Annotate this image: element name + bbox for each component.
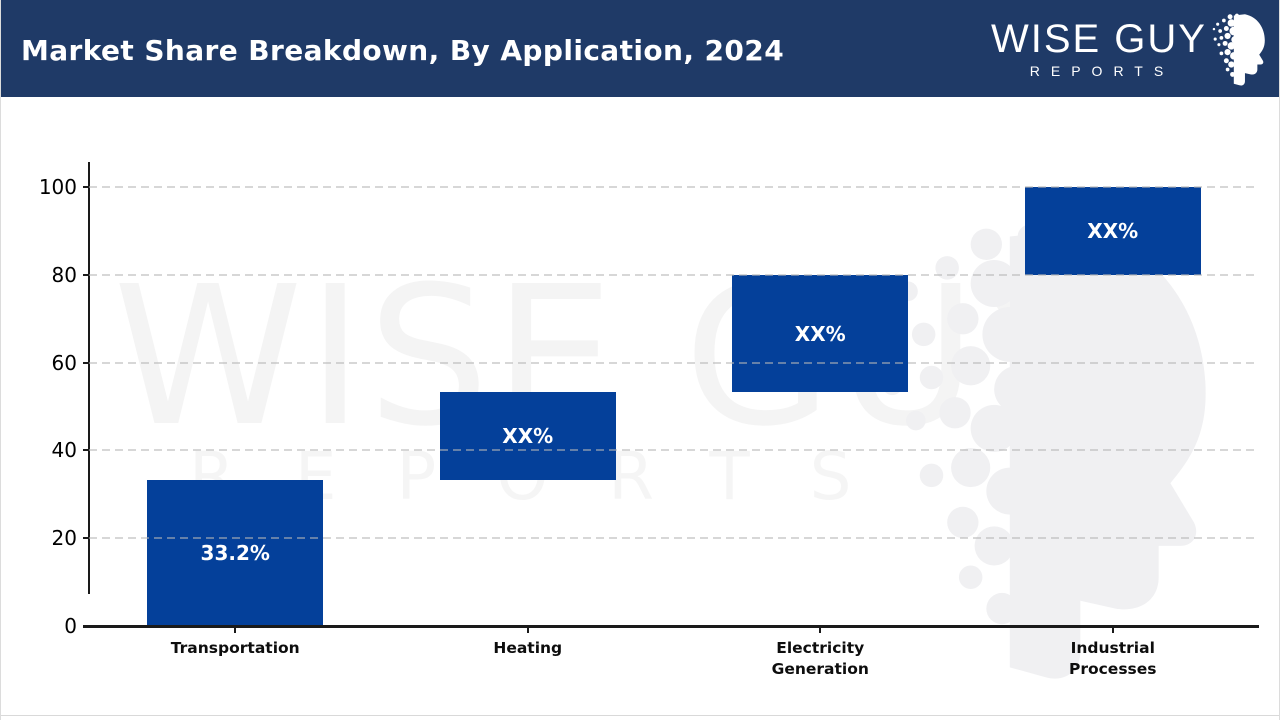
bar-transportation: 33.2% bbox=[147, 480, 324, 626]
x-category-label-line: Industrial bbox=[1070, 639, 1155, 657]
x-category-label: Transportation bbox=[115, 638, 355, 659]
x-category-label: Electricity Generation bbox=[700, 638, 940, 680]
bar-industrial-processes: XX% bbox=[1024, 187, 1201, 275]
x-category-label-line: Heating bbox=[493, 639, 563, 657]
y-tick-mark bbox=[83, 449, 89, 452]
wiseguy-reports-logo: WISE GUY REPORTS bbox=[991, 5, 1271, 93]
x-category-label-line: Processes bbox=[1068, 659, 1157, 678]
x-tick-mark bbox=[234, 628, 237, 633]
gridline-60 bbox=[89, 361, 1259, 364]
chart-title: Market Share Breakdown, By Application, … bbox=[21, 34, 785, 67]
y-tick-mark bbox=[83, 625, 89, 627]
x-axis-line bbox=[83, 625, 1259, 628]
bar-value-label: XX% bbox=[794, 321, 846, 346]
y-tick-mark bbox=[83, 273, 89, 276]
bottom-divider bbox=[1, 715, 1279, 716]
y-tick-label-40: 40 bbox=[51, 438, 77, 463]
header-bar: Market Share Breakdown, By Application, … bbox=[1, 0, 1279, 97]
y-tick-label-60: 60 bbox=[51, 350, 77, 375]
y-tick-label-100: 100 bbox=[38, 175, 77, 199]
y-tick-mark bbox=[83, 361, 89, 364]
logo-wordmark: WISE GUY bbox=[990, 17, 1207, 61]
bar-value-label: XX% bbox=[1087, 218, 1139, 243]
x-category-label: Industrial Processes bbox=[993, 638, 1233, 680]
x-tick-mark bbox=[526, 628, 529, 633]
bar-electricity-generation: XX% bbox=[732, 274, 909, 393]
bar-heating: XX% bbox=[439, 392, 616, 481]
gridline-100 bbox=[89, 186, 1259, 188]
gridline-40 bbox=[89, 449, 1259, 452]
y-tick-label-0: 0 bbox=[64, 614, 77, 638]
x-tick-mark bbox=[1111, 628, 1114, 633]
y-axis-line bbox=[88, 162, 90, 594]
wiseguy-head-icon bbox=[1212, 13, 1265, 86]
gridline-80 bbox=[89, 273, 1259, 276]
y-tick-label-80: 80 bbox=[51, 262, 77, 287]
x-tick-mark bbox=[819, 628, 822, 633]
x-category-label: Heating bbox=[408, 638, 648, 659]
x-category-label-line: Electricity bbox=[776, 639, 865, 657]
bar-value-label: 33.2% bbox=[200, 541, 270, 566]
y-tick-mark bbox=[83, 537, 89, 540]
logo-subtitle: REPORTS bbox=[1029, 63, 1175, 79]
x-category-label-line: Transportation bbox=[170, 639, 300, 657]
bar-value-label: XX% bbox=[502, 424, 554, 449]
x-category-label-line: Generation bbox=[771, 659, 869, 678]
gridline-20 bbox=[89, 537, 1259, 540]
y-tick-label-20: 20 bbox=[51, 526, 77, 551]
y-tick-mark bbox=[83, 186, 89, 188]
plot-area: 0 20 40 60 80 100 33.2% Transportation XX% Heatin… bbox=[1, 97, 1279, 720]
logo-text: WISE GUY REPORTS bbox=[991, 19, 1207, 79]
